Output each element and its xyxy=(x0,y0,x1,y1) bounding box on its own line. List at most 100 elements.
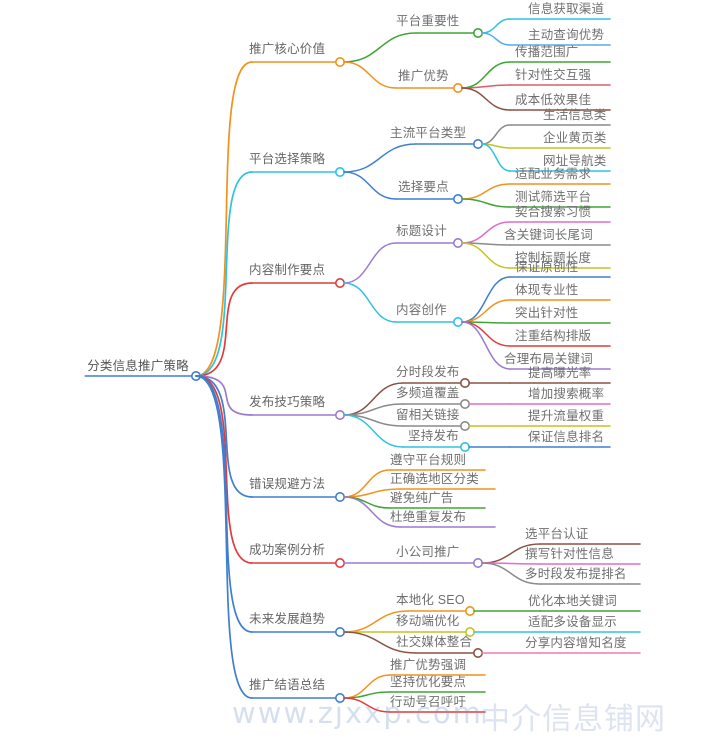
sub-node-多频道覆盖[interactable] xyxy=(459,398,470,409)
node-label-避免纯广告[interactable]: 避免纯广告 xyxy=(390,491,454,505)
node-label-注重结构排版[interactable]: 注重结构排版 xyxy=(515,329,592,343)
sub-connector xyxy=(343,242,397,284)
node-label-保证信息排名[interactable]: 保证信息排名 xyxy=(528,430,605,444)
branch-trunk xyxy=(195,375,253,416)
sub-connector xyxy=(343,32,417,63)
branch-label-成功案例分析[interactable]: 成功案例分析 xyxy=(249,543,326,557)
sub-node-社交媒体整合[interactable] xyxy=(472,647,483,658)
node-label-增加搜索概率[interactable]: 增加搜索概率 xyxy=(528,387,605,401)
sub-connector xyxy=(343,61,397,89)
leaf-connector xyxy=(481,143,511,172)
leaf-connector xyxy=(461,221,511,244)
node-label-撰写针对性信息[interactable]: 撰写针对性信息 xyxy=(525,547,614,561)
branch-node-错误规避方法[interactable] xyxy=(334,491,345,502)
sub-connector xyxy=(343,143,417,173)
node-label-主动查询优势[interactable]: 主动查询优势 xyxy=(528,28,605,42)
node-label-网址导航类[interactable]: 网址导航类 xyxy=(543,154,607,168)
node-label-体现专业性[interactable]: 体现专业性 xyxy=(515,283,579,297)
node-label-保证原创性[interactable]: 保证原创性 xyxy=(515,260,579,274)
sub-node-平台重要性[interactable] xyxy=(472,27,483,38)
branch-trunk xyxy=(195,61,253,377)
node-label-杜绝重复发布[interactable]: 杜绝重复发布 xyxy=(390,510,467,524)
node-label-信息获取渠道[interactable]: 信息获取渠道 xyxy=(528,2,605,16)
leaf-connector xyxy=(461,87,511,111)
node-label-提高曝光率[interactable]: 提高曝光率 xyxy=(528,366,592,380)
node-label-小公司推广[interactable]: 小公司推广 xyxy=(396,545,460,559)
sub-node-本地化-SEO[interactable] xyxy=(464,605,475,616)
node-label-合理布局关键词[interactable]: 合理布局关键词 xyxy=(504,352,593,366)
branch-label-错误规避方法[interactable]: 错误规避方法 xyxy=(249,477,326,491)
leaf-connector xyxy=(481,32,511,46)
node-label-社交媒体整合[interactable]: 社交媒体整合 xyxy=(396,635,473,649)
node-label-遵守平台规则[interactable]: 遵守平台规则 xyxy=(390,453,467,467)
node-label-分享内容增知名度[interactable]: 分享内容增知名度 xyxy=(525,636,627,650)
sub-node-小公司推广[interactable] xyxy=(472,557,483,568)
sub-node-主流平台类型[interactable] xyxy=(472,139,483,150)
leaf-connector xyxy=(481,124,511,145)
node-label-推广优势[interactable]: 推广优势 xyxy=(398,69,449,83)
branch-node-平台选择策略[interactable] xyxy=(334,167,345,178)
sub-node-内容创作[interactable] xyxy=(452,316,463,327)
leaf-connector xyxy=(481,18,511,34)
node-label-契合搜索习惯[interactable]: 契合搜索习惯 xyxy=(515,205,592,219)
node-label-企业黄页类[interactable]: 企业黄页类 xyxy=(543,131,607,145)
node-label-突出针对性[interactable]: 突出针对性 xyxy=(515,306,579,320)
node-label-选择要点[interactable]: 选择要点 xyxy=(398,180,449,194)
node-label-适配业务需求[interactable]: 适配业务需求 xyxy=(515,167,592,181)
branch-node-内容制作要点[interactable] xyxy=(334,277,345,288)
branch-node-推广结语总结[interactable] xyxy=(334,692,345,703)
sub-connector xyxy=(343,631,417,654)
node-label-适配多设备显示[interactable]: 适配多设备显示 xyxy=(528,615,617,629)
node-label-推广优势强调[interactable]: 推广优势强调 xyxy=(390,658,467,672)
leaf-connector xyxy=(481,562,541,585)
root-node-label[interactable]: 分类信息推广策略 xyxy=(87,359,189,373)
node-label-针对性交互强[interactable]: 针对性交互强 xyxy=(515,68,592,82)
node-label-含关键词长尾词[interactable]: 含关键词长尾词 xyxy=(504,228,593,242)
branch-label-发布技巧策略[interactable]: 发布技巧策略 xyxy=(249,395,326,409)
node-label-标题设计[interactable]: 标题设计 xyxy=(396,224,447,238)
branch-node-推广核心价值[interactable] xyxy=(334,56,345,67)
node-label-行动号召呼吁[interactable]: 行动号召呼吁 xyxy=(390,695,467,709)
branch-node-未来发展趋势[interactable] xyxy=(334,626,345,637)
node-label-多频道覆盖[interactable]: 多频道覆盖 xyxy=(396,386,460,400)
node-label-留相关链接[interactable]: 留相关链接 xyxy=(396,408,460,422)
node-label-多时段发布提排名[interactable]: 多时段发布提排名 xyxy=(525,567,627,581)
branch-label-平台选择策略[interactable]: 平台选择策略 xyxy=(249,152,326,166)
node-label-选平台认证[interactable]: 选平台认证 xyxy=(525,527,589,541)
node-label-坚持优化要点[interactable]: 坚持优化要点 xyxy=(390,675,467,689)
sub-connector xyxy=(343,496,401,528)
branch-node-发布技巧策略[interactable] xyxy=(334,409,345,420)
node-label-控制标题长度[interactable]: 控制标题长度 xyxy=(515,251,592,265)
sub-node-选择要点[interactable] xyxy=(452,194,463,205)
branch-label-推广结语总结[interactable]: 推广结语总结 xyxy=(249,678,326,692)
leaf-connector xyxy=(461,276,511,323)
branch-label-内容制作要点[interactable]: 内容制作要点 xyxy=(249,263,326,277)
node-label-内容创作[interactable]: 内容创作 xyxy=(396,303,447,317)
node-label-坚持发布[interactable]: 坚持发布 xyxy=(408,429,459,443)
node-label-平台重要性[interactable]: 平台重要性 xyxy=(396,14,460,28)
branch-label-推广核心价值[interactable]: 推广核心价值 xyxy=(249,42,326,56)
branch-node-成功案例分析[interactable] xyxy=(334,557,345,568)
node-label-测试筛选平台[interactable]: 测试筛选平台 xyxy=(515,190,592,204)
sub-node-分时段发布[interactable] xyxy=(459,377,470,388)
node-label-本地化-SEO[interactable]: 本地化 SEO xyxy=(396,593,465,607)
node-label-正确选地区分类[interactable]: 正确选地区分类 xyxy=(390,472,479,486)
leaf-connector xyxy=(461,198,511,208)
node-label-生活信息类[interactable]: 生活信息类 xyxy=(543,108,607,122)
sub-node-留相关链接[interactable] xyxy=(459,420,470,431)
sub-node-坚持发布[interactable] xyxy=(459,441,470,452)
leaf-connector xyxy=(461,299,511,323)
node-label-提升流量权重[interactable]: 提升流量权重 xyxy=(528,409,605,423)
branch-trunk xyxy=(195,375,253,699)
sub-node-标题设计[interactable] xyxy=(452,238,463,249)
node-label-主流平台类型[interactable]: 主流平台类型 xyxy=(390,126,467,140)
node-label-移动端优化[interactable]: 移动端优化 xyxy=(396,614,460,628)
node-label-传播范围广[interactable]: 传播范围广 xyxy=(515,45,579,59)
node-label-分时段发布[interactable]: 分时段发布 xyxy=(396,365,460,379)
node-label-成本低效果佳[interactable]: 成本低效果佳 xyxy=(515,93,592,107)
branch-label-未来发展趋势[interactable]: 未来发展趋势 xyxy=(249,612,326,626)
leaf-connector xyxy=(461,321,511,347)
sub-node-推广优势[interactable] xyxy=(452,83,463,94)
sub-connector xyxy=(343,282,397,323)
node-label-优化本地关键词[interactable]: 优化本地关键词 xyxy=(528,594,617,608)
